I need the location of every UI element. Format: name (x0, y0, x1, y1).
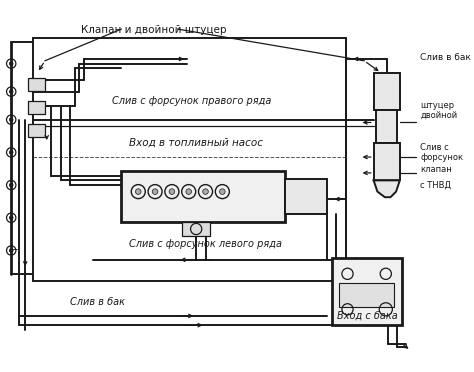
Bar (28, 101, 45, 114)
Circle shape (9, 151, 13, 154)
Circle shape (9, 183, 13, 187)
Circle shape (9, 216, 13, 219)
Circle shape (9, 118, 13, 122)
Circle shape (186, 189, 191, 195)
Polygon shape (374, 180, 400, 197)
Text: ←: ← (10, 246, 18, 256)
Text: Слив с форсунок левого ряда: Слив с форсунок левого ряда (129, 239, 282, 249)
Text: Слив в бак: Слив в бак (420, 52, 471, 62)
Bar (374, 73, 400, 110)
Circle shape (203, 189, 208, 195)
Bar (374, 143, 400, 180)
Circle shape (136, 189, 141, 195)
Circle shape (9, 62, 13, 65)
Circle shape (9, 90, 13, 93)
Bar (376, 110, 397, 143)
Text: Клапан и двойной штуцер: Клапан и двойной штуцер (82, 25, 227, 35)
Bar (33, 38, 346, 281)
Text: Вход в топливный насос: Вход в топливный насос (129, 138, 263, 148)
Text: штуцер
двойной: штуцер двойной (420, 101, 457, 120)
Bar (285, 179, 327, 214)
Circle shape (9, 248, 13, 252)
Bar (28, 78, 45, 91)
Bar (332, 258, 401, 325)
Bar (339, 283, 394, 307)
Text: клапан: клапан (420, 165, 452, 174)
Bar (28, 124, 45, 137)
Text: с ТНВД: с ТНВД (420, 180, 451, 190)
Text: Слив с
форсунок: Слив с форсунок (420, 143, 464, 162)
Text: Слив с форсунок правого ряда: Слив с форсунок правого ряда (112, 96, 271, 106)
Bar (182, 222, 210, 237)
Bar (121, 171, 285, 222)
Text: Вход с бака: Вход с бака (337, 311, 398, 321)
Circle shape (169, 189, 175, 195)
Circle shape (219, 189, 225, 195)
Text: Слив в бак: Слив в бак (70, 297, 125, 307)
Circle shape (152, 189, 158, 195)
